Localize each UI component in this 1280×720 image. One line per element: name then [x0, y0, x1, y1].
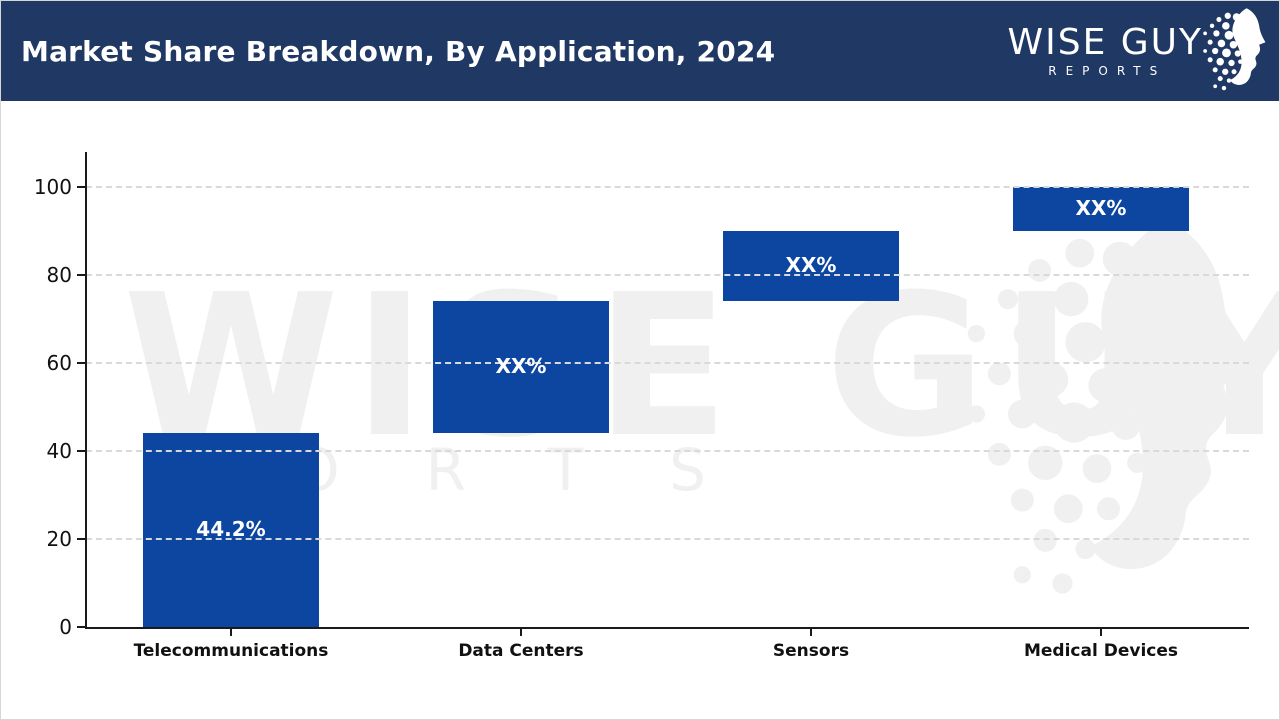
logo-wordmark: WISE GUY	[1007, 21, 1203, 63]
logo-dotted-head-icon	[1203, 8, 1266, 91]
y-tick-label: 60	[46, 351, 72, 375]
gridline	[86, 538, 1249, 540]
bar-value-label: XX%	[495, 353, 547, 378]
gridline	[86, 362, 1249, 364]
bar-value-label: 44.2%	[196, 516, 266, 541]
y-tick-mark	[77, 274, 85, 276]
x-category-label: Medical Devices	[1023, 641, 1178, 661]
bar	[143, 432, 319, 627]
y-tick-label: 80	[46, 263, 72, 287]
x-category-label: Data Centers	[458, 641, 584, 661]
page-title: Market Share Breakdown, By Application, …	[21, 34, 776, 68]
x-category-label: Telecommunications	[133, 641, 329, 661]
x-tick-mark	[1100, 629, 1102, 636]
gridline	[86, 186, 1249, 188]
y-tick-mark	[77, 186, 85, 188]
y-tick-label: 100	[33, 175, 72, 199]
bar-value-label: XX%	[1075, 196, 1127, 220]
y-tick-label: 0	[59, 615, 72, 639]
y-tick-mark	[77, 450, 85, 452]
x-tick-mark	[230, 629, 232, 636]
y-tick-mark	[77, 362, 85, 364]
bar	[433, 300, 609, 433]
x-tick-mark	[520, 629, 522, 636]
bar-value-label: XX%	[785, 252, 837, 277]
bar	[1013, 187, 1189, 231]
logo-subtitle: REPORTS	[1048, 63, 1167, 78]
y-tick-label: 20	[46, 527, 72, 551]
gridline	[86, 274, 1249, 276]
y-tick-label: 40	[46, 439, 72, 463]
gridline	[86, 450, 1249, 452]
y-axis-line	[85, 152, 87, 629]
x-axis-line	[85, 627, 1249, 629]
x-category-label: Sensors	[772, 641, 850, 661]
wise-guy-reports-logo: WISE GUY REPORTS	[1008, 7, 1268, 95]
logo-text: WISE GUY REPORTS	[1007, 21, 1204, 78]
y-tick-mark	[77, 538, 85, 540]
header-bar: Market Share Breakdown, By Application, …	[1, 1, 1279, 101]
x-tick-mark	[810, 629, 812, 636]
y-tick-mark	[77, 626, 85, 628]
bar	[723, 231, 899, 301]
